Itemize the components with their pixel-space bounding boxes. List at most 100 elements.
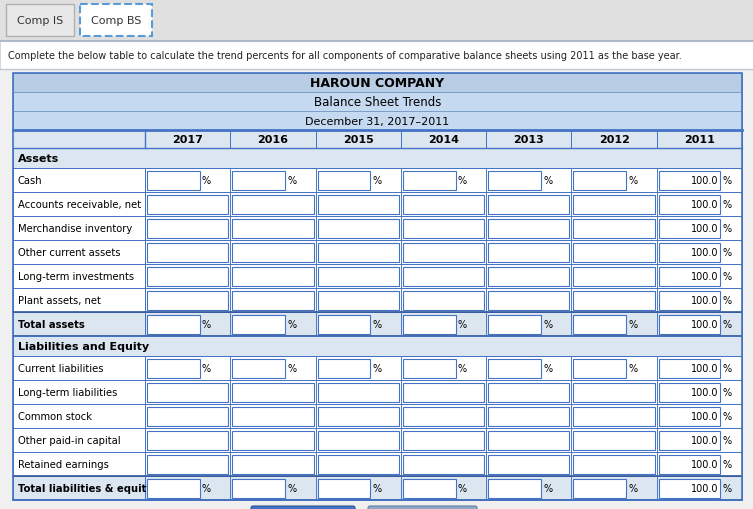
Text: Retained earnings: Retained earnings — [18, 459, 109, 469]
Bar — [318, 407, 399, 426]
Bar — [488, 455, 569, 473]
Bar — [574, 407, 654, 426]
Text: %: % — [722, 459, 731, 469]
Bar — [13, 265, 742, 289]
Bar — [318, 195, 399, 214]
Bar — [13, 192, 742, 216]
Bar — [318, 291, 399, 310]
Bar — [6, 5, 74, 37]
Text: %: % — [628, 176, 638, 186]
Text: %: % — [373, 176, 382, 186]
Bar — [232, 383, 313, 402]
Bar — [659, 315, 720, 334]
Bar — [659, 171, 720, 190]
Text: %: % — [722, 271, 731, 281]
Bar — [659, 455, 720, 473]
Text: %: % — [202, 483, 211, 493]
Bar — [147, 383, 228, 402]
Bar — [318, 171, 370, 190]
Text: 2011: 2011 — [684, 135, 715, 145]
Bar — [318, 359, 370, 378]
Bar — [403, 171, 456, 190]
Text: Comp BS: Comp BS — [91, 16, 142, 26]
Bar — [13, 428, 742, 452]
Text: %: % — [202, 319, 211, 329]
Bar — [147, 359, 200, 378]
Text: %: % — [287, 363, 296, 373]
Bar — [488, 219, 569, 238]
Text: 100.0: 100.0 — [691, 223, 718, 234]
Text: Plant assets, net: Plant assets, net — [18, 295, 101, 305]
Text: Long-term liabilities: Long-term liabilities — [18, 387, 117, 397]
Text: Balance Sheet Trends: Balance Sheet Trends — [314, 96, 441, 109]
Bar — [403, 243, 484, 262]
Text: 100.0: 100.0 — [691, 411, 718, 421]
Text: 100.0: 100.0 — [691, 363, 718, 373]
Bar — [147, 219, 228, 238]
Text: %: % — [722, 483, 731, 493]
Bar — [488, 291, 569, 310]
Bar — [232, 315, 285, 334]
Bar — [488, 195, 569, 214]
Bar — [403, 431, 484, 449]
Bar — [0, 0, 753, 42]
Bar — [574, 243, 654, 262]
Bar — [574, 267, 654, 286]
Text: %: % — [543, 483, 552, 493]
Bar — [318, 267, 399, 286]
Text: Liabilities and Equity: Liabilities and Equity — [18, 342, 149, 351]
Text: %: % — [543, 319, 552, 329]
Bar — [403, 359, 456, 378]
Bar — [13, 149, 742, 168]
Text: December 31, 2017–2011: December 31, 2017–2011 — [306, 116, 450, 126]
Text: %: % — [543, 176, 552, 186]
Text: %: % — [722, 363, 731, 373]
Bar — [13, 131, 742, 149]
Bar — [659, 431, 720, 449]
Bar — [13, 336, 742, 356]
Bar — [147, 315, 200, 334]
Text: 100.0: 100.0 — [691, 295, 718, 305]
Bar — [403, 407, 484, 426]
Text: %: % — [722, 176, 731, 186]
Text: 100.0: 100.0 — [691, 176, 718, 186]
Bar — [13, 313, 742, 336]
Bar — [13, 289, 742, 313]
Text: 100.0: 100.0 — [691, 483, 718, 493]
Bar — [13, 476, 742, 500]
Text: Assets: Assets — [18, 154, 59, 164]
Bar — [147, 431, 228, 449]
Bar — [318, 478, 370, 497]
Text: Other current assets: Other current assets — [18, 247, 120, 258]
Bar — [403, 383, 484, 402]
Text: %: % — [458, 363, 467, 373]
Text: %: % — [722, 223, 731, 234]
Text: %: % — [287, 483, 296, 493]
Bar — [232, 291, 313, 310]
Bar — [147, 478, 200, 497]
Bar — [13, 404, 742, 428]
Bar — [147, 291, 228, 310]
Text: Other paid-in capital: Other paid-in capital — [18, 435, 120, 445]
Text: %: % — [202, 176, 211, 186]
Text: %: % — [543, 363, 552, 373]
Bar — [232, 267, 313, 286]
Text: %: % — [628, 363, 638, 373]
Bar — [488, 243, 569, 262]
Bar — [659, 359, 720, 378]
Text: 2015: 2015 — [343, 135, 373, 145]
Bar — [659, 383, 720, 402]
Text: %: % — [722, 247, 731, 258]
Bar — [403, 195, 484, 214]
Bar — [574, 359, 626, 378]
Bar — [574, 383, 654, 402]
Bar — [0, 42, 753, 70]
Text: %: % — [373, 319, 382, 329]
Bar — [232, 195, 313, 214]
Text: %: % — [722, 319, 731, 329]
Text: 100.0: 100.0 — [691, 247, 718, 258]
Bar — [488, 267, 569, 286]
Text: %: % — [628, 319, 638, 329]
Bar — [403, 219, 484, 238]
FancyBboxPatch shape — [368, 506, 477, 509]
